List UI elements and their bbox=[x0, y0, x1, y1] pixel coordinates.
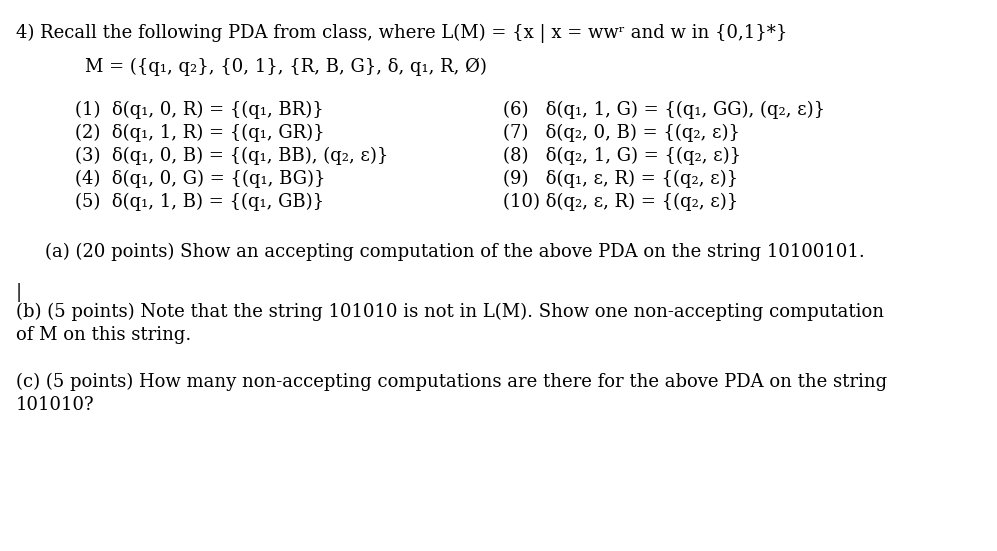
Text: 4) Recall the following PDA from class, where L(M) = {x | x = wwʳ and w in {0,1}: 4) Recall the following PDA from class, … bbox=[16, 24, 788, 43]
Text: |: | bbox=[16, 283, 22, 302]
Text: (b) (5 points) Note that the string 101010 is not in L(M). Show one non-acceptin: (b) (5 points) Note that the string 1010… bbox=[16, 303, 884, 321]
Text: (10) δ(q₂, ε, R) = {(q₂, ε)}: (10) δ(q₂, ε, R) = {(q₂, ε)} bbox=[503, 193, 738, 211]
Text: (1)  δ(q₁, 0, R) = {(q₁, BR)}: (1) δ(q₁, 0, R) = {(q₁, BR)} bbox=[75, 101, 324, 119]
Text: M = ({q₁, q₂}, {0, 1}, {R, B, G}, δ, q₁, R, Ø): M = ({q₁, q₂}, {0, 1}, {R, B, G}, δ, q₁,… bbox=[85, 58, 487, 76]
Text: (7)   δ(q₂, 0, B) = {(q₂, ε)}: (7) δ(q₂, 0, B) = {(q₂, ε)} bbox=[503, 124, 740, 142]
Text: (2)  δ(q₁, 1, R) = {(q₁, GR)}: (2) δ(q₁, 1, R) = {(q₁, GR)} bbox=[75, 124, 325, 142]
Text: (c) (5 points) How many non-accepting computations are there for the above PDA o: (c) (5 points) How many non-accepting co… bbox=[16, 373, 887, 391]
Text: (a) (20 points) Show an accepting computation of the above PDA on the string 101: (a) (20 points) Show an accepting comput… bbox=[45, 243, 864, 261]
Text: (6)   δ(q₁, 1, G) = {(q₁, GG), (q₂, ε)}: (6) δ(q₁, 1, G) = {(q₁, GG), (q₂, ε)} bbox=[503, 101, 826, 119]
Text: (5)  δ(q₁, 1, B) = {(q₁, GB)}: (5) δ(q₁, 1, B) = {(q₁, GB)} bbox=[75, 193, 324, 211]
Text: (3)  δ(q₁, 0, B) = {(q₁, BB), (q₂, ε)}: (3) δ(q₁, 0, B) = {(q₁, BB), (q₂, ε)} bbox=[75, 147, 389, 165]
Text: (4)  δ(q₁, 0, G) = {(q₁, BG)}: (4) δ(q₁, 0, G) = {(q₁, BG)} bbox=[75, 170, 325, 188]
Text: of M on this string.: of M on this string. bbox=[16, 326, 191, 344]
Text: (9)   δ(q₁, ε, R) = {(q₂, ε)}: (9) δ(q₁, ε, R) = {(q₂, ε)} bbox=[503, 170, 738, 188]
Text: (8)   δ(q₂, 1, G) = {(q₂, ε)}: (8) δ(q₂, 1, G) = {(q₂, ε)} bbox=[503, 147, 741, 165]
Text: 101010?: 101010? bbox=[16, 396, 95, 414]
